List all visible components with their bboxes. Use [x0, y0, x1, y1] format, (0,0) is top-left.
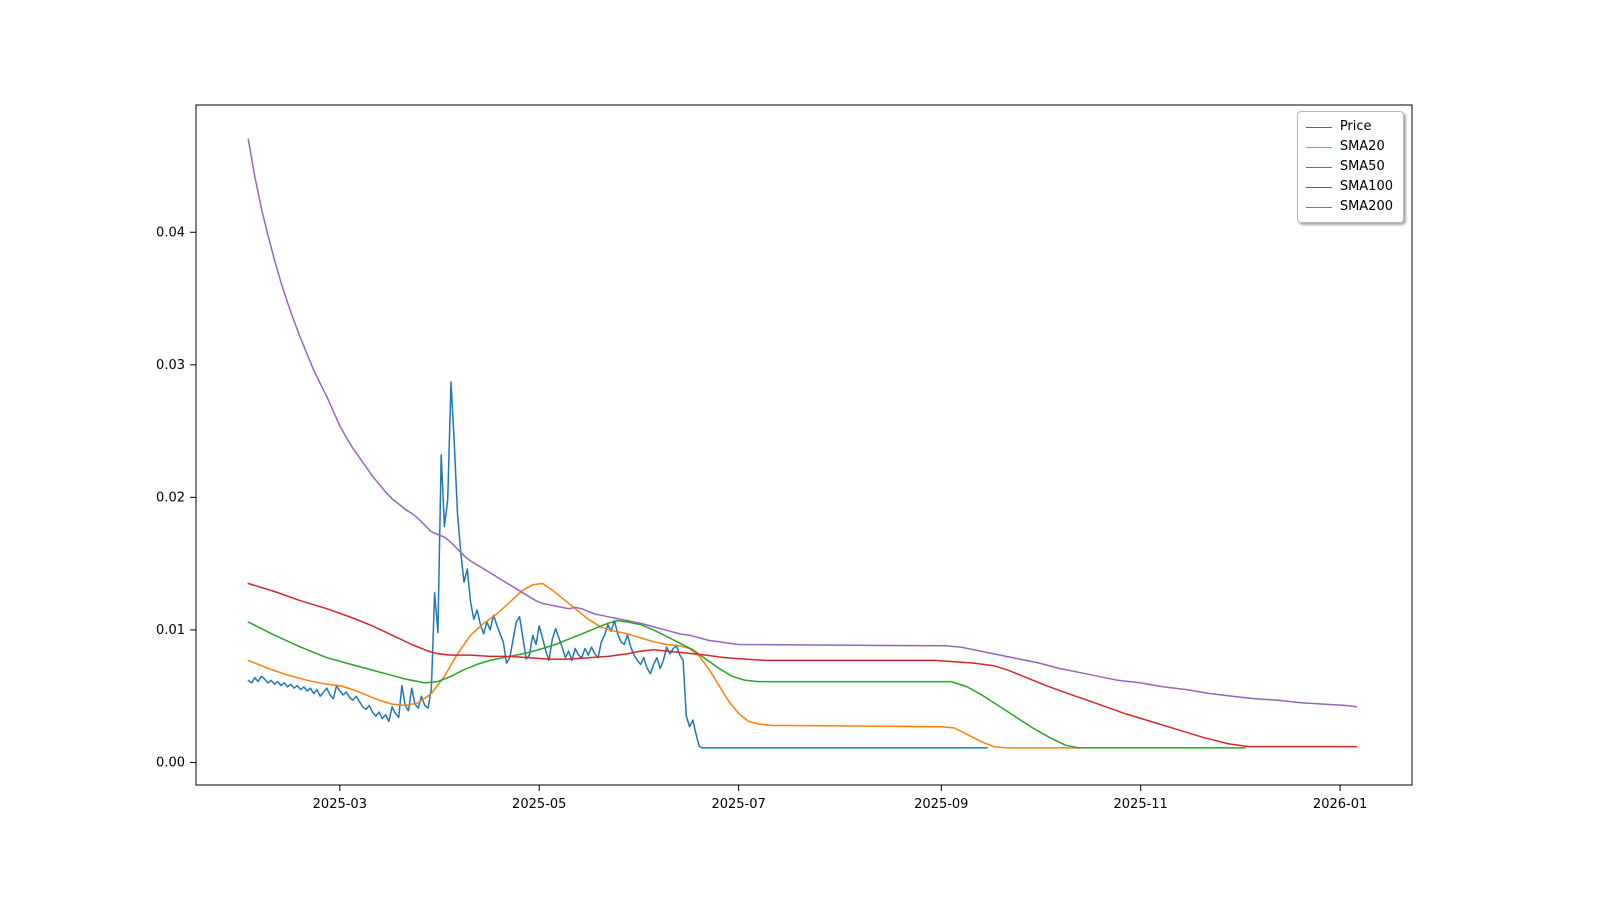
legend-item-price: Price	[1305, 117, 1393, 137]
series-line-sma200	[247, 138, 1358, 708]
legend-label: SMA200	[1339, 199, 1393, 214]
legend-label: SMA50	[1339, 159, 1385, 174]
legend-line-swatch-sma20	[1305, 146, 1332, 148]
series-line-sma100	[247, 582, 1358, 748]
y-tick-label: 0.03	[156, 358, 185, 373]
x-tick-label: 2025-05	[512, 797, 566, 812]
legend-item-sma100: SMA100	[1305, 177, 1393, 197]
legend-line-swatch-sma200	[1305, 206, 1332, 208]
legend-item-sma50: SMA50	[1305, 157, 1393, 177]
plot-area	[195, 104, 1413, 786]
legend-label: SMA20	[1339, 139, 1385, 154]
x-tick-label: 2025-09	[914, 797, 968, 812]
legend: Price SMA20 SMA50 SMA100 SMA200	[1296, 111, 1404, 223]
x-tick-label: 2025-03	[313, 797, 367, 812]
series-line-price	[247, 381, 988, 749]
legend-item-sma20: SMA20	[1305, 137, 1393, 157]
legend-item-sma200: SMA200	[1305, 197, 1393, 217]
legend-line-swatch-price	[1305, 126, 1332, 128]
x-tick-label: 2026-01	[1313, 797, 1367, 812]
series-line-sma50	[247, 619, 1247, 749]
legend-line-swatch-sma50	[1305, 166, 1332, 168]
x-tick-label: 2025-07	[711, 797, 765, 812]
y-tick-label: 0.04	[156, 225, 185, 240]
y-tick-label: 0.01	[156, 623, 185, 638]
y-tick-label: 0.02	[156, 490, 185, 505]
legend-line-swatch-sma100	[1305, 186, 1332, 188]
legend-label: Price	[1339, 119, 1372, 134]
x-tick-label: 2025-11	[1114, 797, 1168, 812]
series-line-sma20	[247, 582, 1083, 749]
legend-label: SMA100	[1339, 179, 1393, 194]
y-tick-label: 0.00	[156, 755, 185, 770]
